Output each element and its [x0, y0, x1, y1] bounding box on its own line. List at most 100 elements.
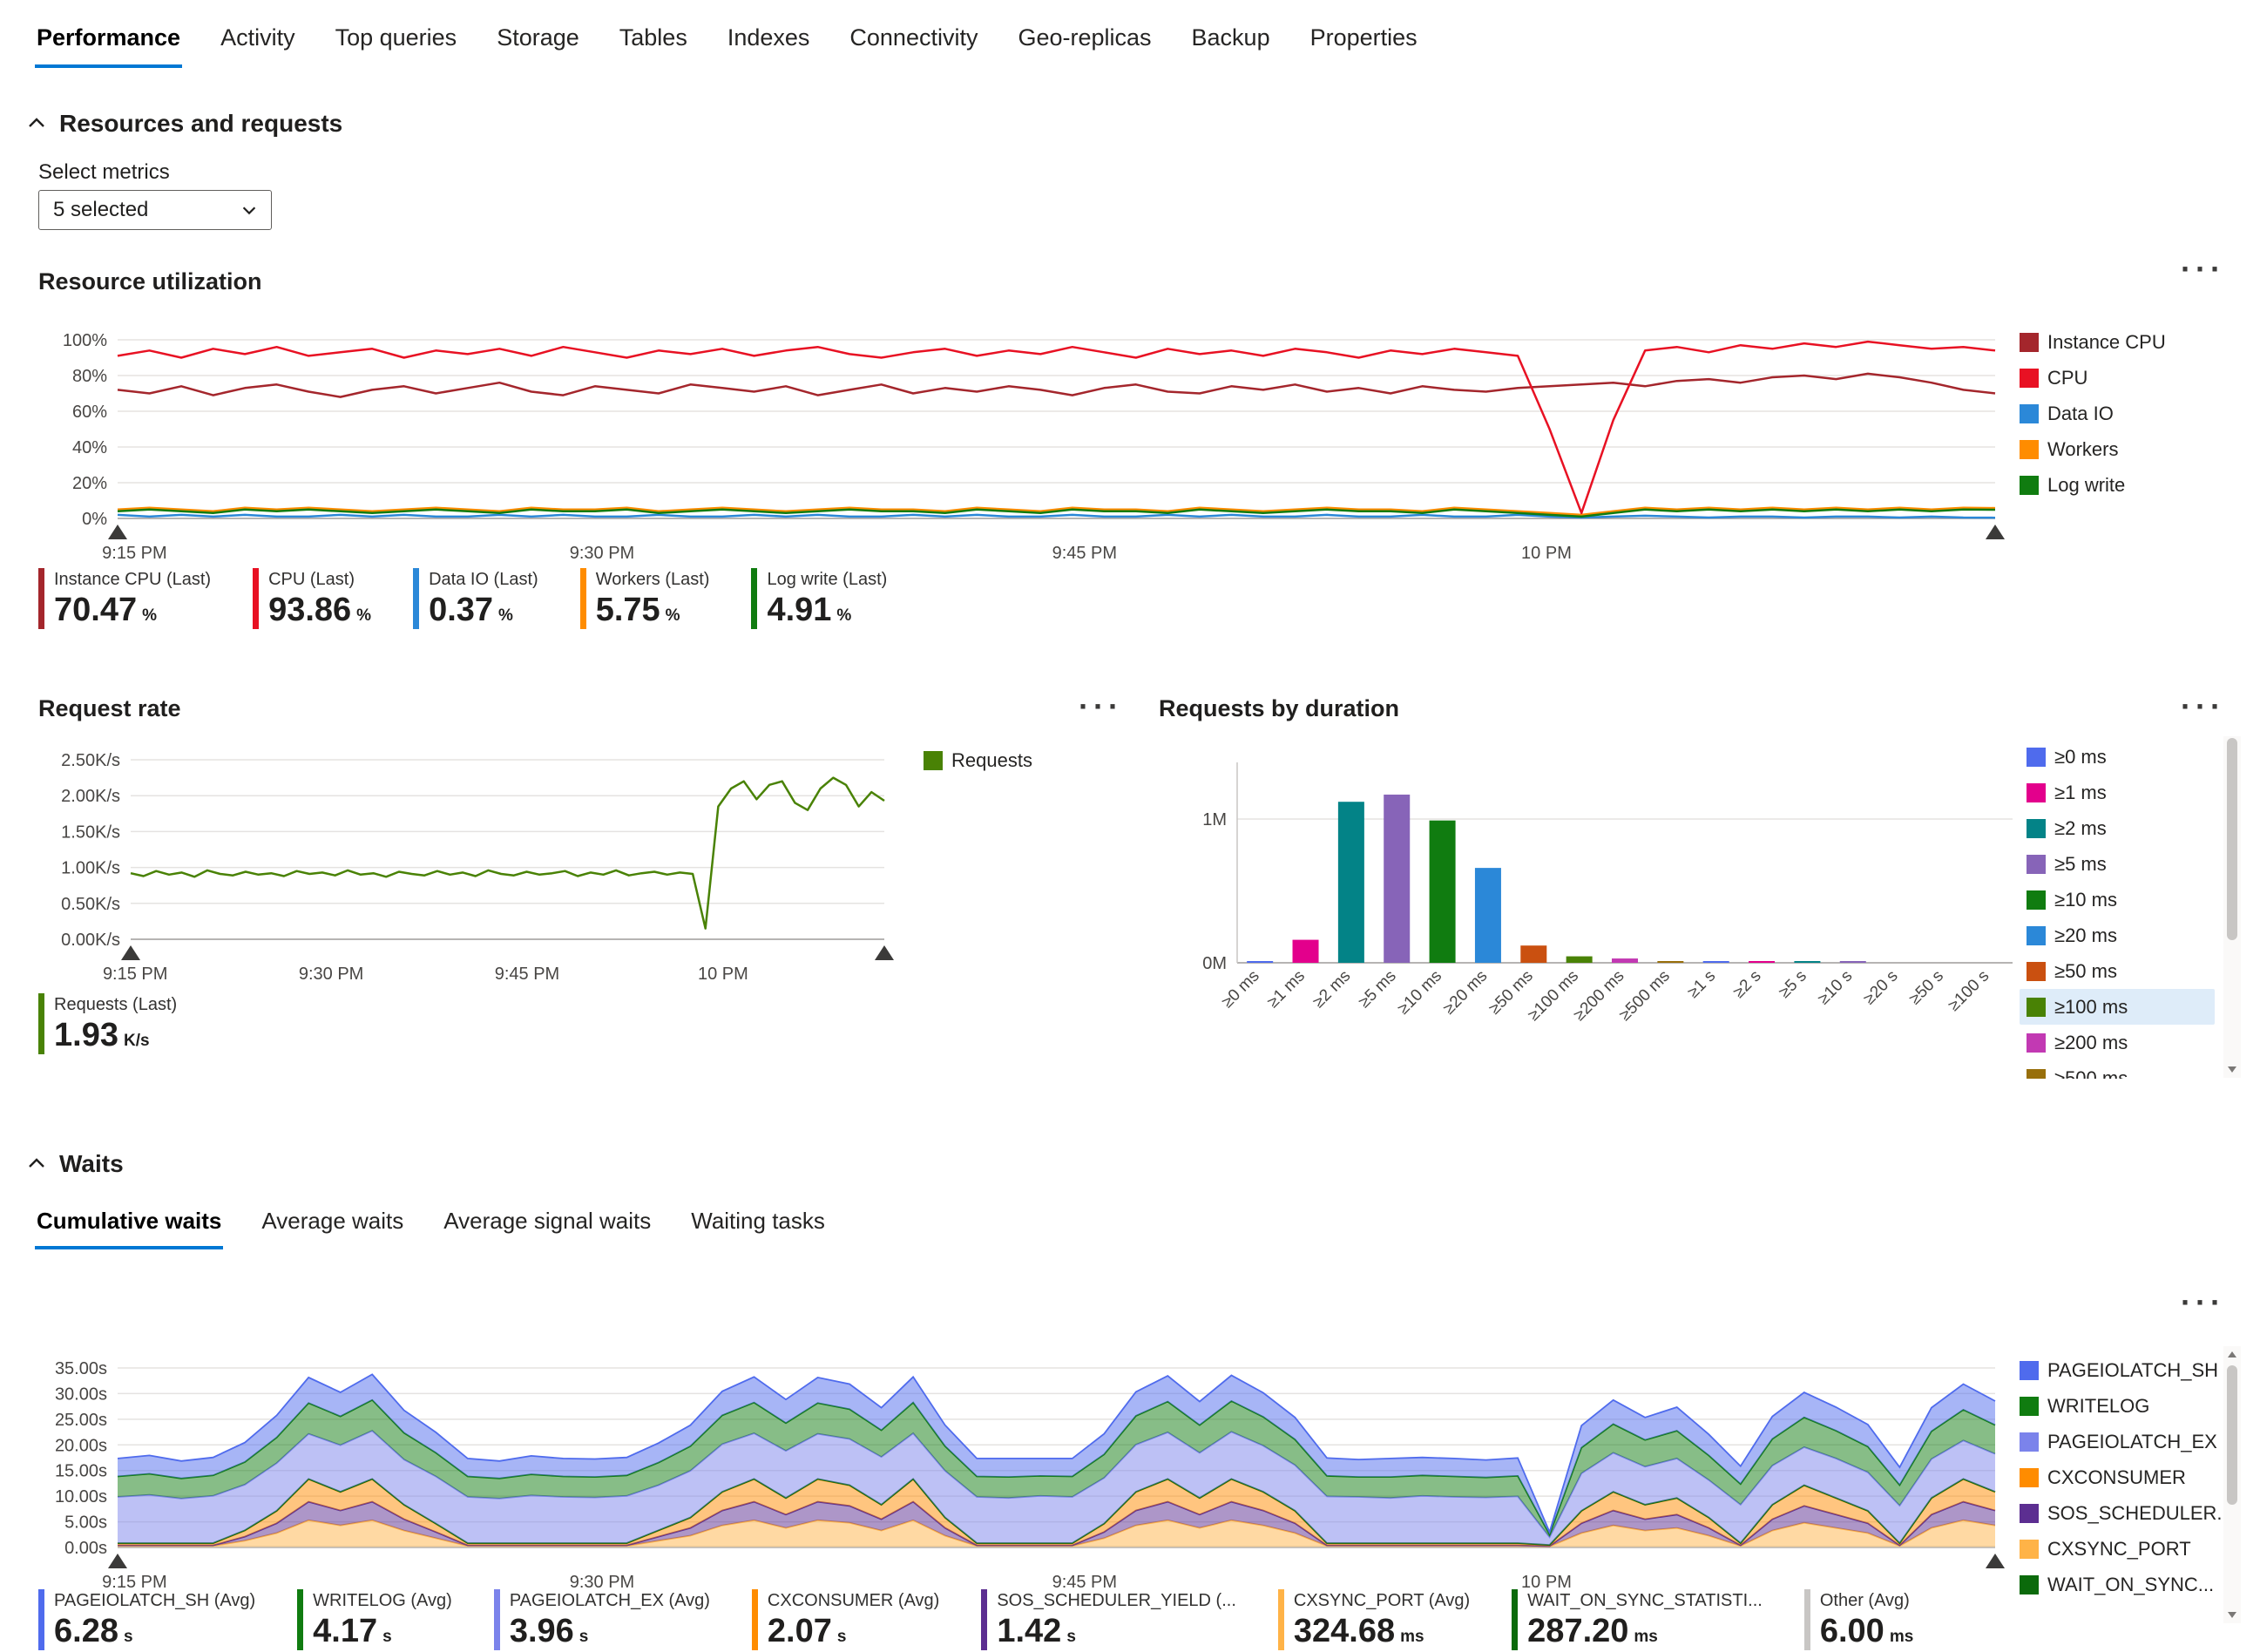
waits-tab-cumulative-waits[interactable]: Cumulative waits [35, 1208, 224, 1249]
tab-top-queries[interactable]: Top queries [335, 24, 457, 51]
legend-swatch [2027, 997, 2046, 1017]
tab-storage[interactable]: Storage [497, 24, 579, 51]
legend-duration-50-ms[interactable]: ≥50 ms [2020, 953, 2215, 989]
metric-value-row: 6.28 s [54, 1612, 255, 1650]
legend-waits-pageiolatch-sh[interactable]: PAGEIOLATCH_SH [2013, 1352, 2240, 1388]
scroll-down-icon[interactable] [2226, 1608, 2238, 1621]
waits-tab-average-waits[interactable]: Average waits [261, 1208, 404, 1234]
bar-200-ms[interactable] [1612, 958, 1638, 963]
bar-0-ms[interactable] [1247, 961, 1274, 963]
tab-activity[interactable]: Activity [220, 24, 295, 51]
metric-label: CXCONSUMER (Avg) [767, 1591, 940, 1610]
requests-by-duration-more-button[interactable]: ··· [2181, 688, 2225, 724]
scrollbar-thumb[interactable] [2227, 1365, 2237, 1505]
request-rate-more-button[interactable]: ··· [1079, 688, 1123, 724]
svg-text:5.00s: 5.00s [64, 1513, 107, 1533]
range-handle-right[interactable] [875, 945, 894, 960]
bar-2-ms[interactable] [1337, 802, 1364, 963]
waits-metrics: PAGEIOLATCH_SH (Avg) 6.28 s WRITELOG (Avg) 4… [38, 1589, 1913, 1650]
tab-tables[interactable]: Tables [619, 24, 687, 51]
metric-value-row: 5.75% [596, 591, 710, 629]
waits-tab-average-signal-waits[interactable]: Average signal waits [443, 1208, 652, 1234]
tab-connectivity[interactable]: Connectivity [849, 24, 978, 51]
svg-text:1.50K/s: 1.50K/s [61, 823, 120, 842]
metric-body: Requests (Last) 1.93 K/s [54, 993, 177, 1054]
waits-section-header[interactable]: Waits [26, 1150, 124, 1178]
bar-2-s[interactable] [1749, 961, 1776, 963]
range-handle-left[interactable] [121, 945, 140, 960]
metric-color-bar [413, 568, 420, 629]
tab-performance[interactable]: Performance [35, 24, 183, 68]
legend-resource-instance-cpu[interactable]: Instance CPU [2013, 324, 2173, 360]
svg-text:40%: 40% [72, 438, 107, 457]
tab-geo-replicas[interactable]: Geo-replicas [1018, 24, 1152, 51]
waits-tab-waiting-tasks[interactable]: Waiting tasks [691, 1208, 825, 1234]
legend-duration-100-ms[interactable]: ≥100 ms [2020, 989, 2215, 1025]
scroll-down-icon[interactable] [2226, 1063, 2238, 1075]
legend-duration-500-ms[interactable]: ≥500 ms [2020, 1060, 2215, 1079]
range-handle-left[interactable] [108, 525, 127, 539]
legend-request-requests[interactable]: Requests [917, 742, 1039, 778]
bar-10-ms[interactable] [1429, 820, 1456, 963]
select-metrics-dropdown[interactable]: 5 selected [38, 190, 272, 230]
metric-value-row: 2.07 s [768, 1612, 939, 1650]
legend-item-label: ≥1 ms [2054, 781, 2107, 803]
scroll-up-icon[interactable] [2226, 1349, 2238, 1361]
bar-5-ms[interactable] [1384, 794, 1411, 963]
bar-1-ms[interactable] [1292, 939, 1319, 963]
legend-duration-200-ms[interactable]: ≥200 ms [2020, 1025, 2215, 1060]
tab-indexes[interactable]: Indexes [727, 24, 810, 51]
svg-text:≥1 s: ≥1 s [1684, 967, 1719, 1002]
waits-more-button[interactable]: ··· [2181, 1284, 2225, 1320]
bar-50-ms[interactable] [1520, 945, 1547, 963]
legend-duration-5-ms[interactable]: ≥5 ms [2020, 846, 2215, 882]
legend-waits-wait-on-sync[interactable]: WAIT_ON_SYNC... [2013, 1567, 2240, 1602]
legend-resource-cpu[interactable]: CPU [2013, 360, 2173, 396]
legend-resource-data-io[interactable]: Data IO [2013, 396, 2173, 431]
bar-1-s[interactable] [1702, 961, 1729, 963]
metric-unit: K/s [123, 1032, 150, 1050]
legend-waits-cxsync-port[interactable]: CXSYNC_PORT [2013, 1531, 2240, 1567]
svg-text:9:30 PM: 9:30 PM [570, 544, 634, 563]
metric-label: Data IO (Last) [429, 570, 538, 589]
legend-resource-workers[interactable]: Workers [2013, 431, 2173, 467]
bar-5-s[interactable] [1794, 961, 1821, 963]
legend-swatch [2027, 818, 2046, 838]
legend-item-label: ≥20 ms [2054, 924, 2117, 946]
legend-waits-pageiolatch-ex[interactable]: PAGEIOLATCH_EX [2013, 1424, 2240, 1459]
legend-duration-10-ms[interactable]: ≥10 ms [2020, 882, 2215, 917]
waits-legend-scrollbar[interactable] [2223, 1346, 2241, 1623]
legend-waits-sos-scheduler[interactable]: SOS_SCHEDULER... [2013, 1495, 2240, 1531]
tab-backup[interactable]: Backup [1191, 24, 1270, 51]
resource-utilization-more-button[interactable]: ··· [2181, 251, 2225, 287]
metric-label: Requests (Last) [54, 995, 178, 1014]
svg-text:0M: 0M [1202, 954, 1227, 973]
legend-waits-cxconsumer[interactable]: CXCONSUMER [2013, 1459, 2240, 1495]
metric-unit: s [1066, 1628, 1076, 1646]
legend-resource-log-write[interactable]: Log write [2013, 467, 2173, 503]
legend-duration-20-ms[interactable]: ≥20 ms [2020, 917, 2215, 953]
legend-item-label: PAGEIOLATCH_EX [2047, 1430, 2217, 1452]
bar-500-ms[interactable] [1657, 961, 1684, 963]
svg-text:9:30 PM: 9:30 PM [299, 965, 363, 984]
metric-pageiolatch-ex-avg: PAGEIOLATCH_EX (Avg) 3.96 s [493, 1589, 710, 1650]
tab-properties[interactable]: Properties [1309, 24, 1418, 51]
metric-color-bar [253, 568, 260, 629]
duration-legend-scrollbar[interactable] [2223, 736, 2241, 1078]
range-handle-right[interactable] [1986, 525, 2005, 539]
range-handle-left[interactable] [108, 1554, 127, 1568]
resources-section-header[interactable]: Resources and requests [26, 110, 342, 138]
scrollbar-thumb[interactable] [2227, 738, 2237, 940]
bar-10-s[interactable] [1839, 961, 1866, 963]
bar-100-ms[interactable] [1566, 956, 1593, 963]
metric-pageiolatch-sh-avg: PAGEIOLATCH_SH (Avg) 6.28 s [38, 1589, 255, 1650]
legend-duration-2-ms[interactable]: ≥2 ms [2020, 810, 2215, 846]
range-handle-right[interactable] [1986, 1554, 2005, 1568]
legend-waits-writelog[interactable]: WRITELOG [2013, 1388, 2240, 1424]
bar-20-ms[interactable] [1474, 868, 1501, 963]
metric-unit: s [123, 1628, 133, 1646]
svg-text:≥1 ms: ≥1 ms [1264, 967, 1309, 1012]
legend-duration-0-ms[interactable]: ≥0 ms [2020, 739, 2215, 775]
legend-duration-1-ms[interactable]: ≥1 ms [2020, 775, 2215, 810]
metric-unit: ms [1634, 1628, 1658, 1646]
